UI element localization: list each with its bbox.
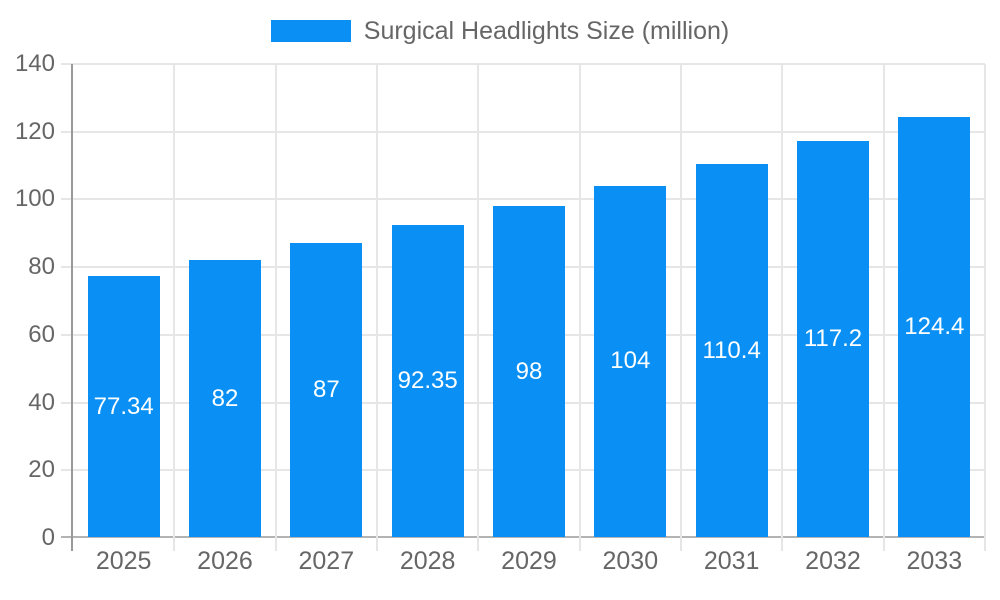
bar: 82 [189, 260, 261, 537]
bar: 92.35 [391, 225, 464, 537]
legend-label: Surgical Headlights Size (million) [363, 17, 730, 45]
y-axis-tick-label: 20 [28, 456, 55, 484]
gridline-vertical [984, 64, 986, 551]
x-axis-tick-label: 2025 [95, 547, 152, 575]
bar: 77.34 [87, 276, 160, 537]
gridline-vertical [173, 64, 176, 551]
gridline-vertical [477, 64, 480, 551]
bar: 117.2 [797, 141, 869, 537]
y-axis-tick-label: 100 [14, 185, 55, 213]
gridline-horizontal [61, 130, 985, 133]
y-axis-tick-label: 60 [28, 320, 55, 348]
x-axis-tick-label: 2027 [298, 547, 355, 575]
bar-value-label: 98 [515, 357, 543, 385]
y-axis-tick-label: 120 [14, 117, 55, 145]
bar-value-label: 87 [312, 376, 340, 404]
gridline-vertical [578, 64, 581, 551]
bar-value-label: 104 [610, 347, 651, 375]
x-axis-tick-label: 2032 [805, 547, 861, 575]
bar: 98 [493, 206, 565, 537]
y-axis-tick-label: 140 [14, 50, 55, 77]
gridline-horizontal [61, 63, 985, 65]
x-axis-tick-label: 2031 [703, 547, 760, 575]
bar-value-label: 92.35 [397, 367, 458, 395]
bar-value-label: 82 [211, 384, 239, 412]
y-axis-line [71, 64, 73, 551]
gridline-vertical [882, 64, 885, 551]
gridline-vertical [781, 64, 784, 551]
y-axis-tick-label: 80 [28, 253, 55, 281]
x-axis-tick-label: 2030 [602, 547, 659, 575]
y-axis-tick-label: 40 [28, 388, 55, 416]
bar-value-label: 77.34 [93, 392, 154, 420]
bar: 110.4 [695, 164, 768, 537]
x-axis-tick-label: 2029 [501, 547, 557, 575]
bar: 104 [594, 185, 667, 537]
x-axis-tick-label: 2033 [906, 547, 963, 575]
gridline-vertical [376, 64, 378, 551]
x-axis-tick-label: 2028 [399, 547, 456, 575]
x-axis-tick-label: 2026 [197, 547, 253, 575]
y-axis-tick-label: 0 [41, 524, 55, 551]
gridline-vertical [680, 64, 682, 551]
bar: 87 [290, 243, 363, 537]
bar-value-label: 117.2 [803, 325, 863, 353]
gridline-vertical [274, 64, 277, 551]
legend-swatch-icon [270, 20, 351, 42]
bar: 124.4 [898, 116, 971, 537]
bar-value-label: 124.4 [904, 312, 965, 340]
bar-value-label: 110.4 [702, 336, 761, 364]
legend[interactable]: Surgical Headlights Size (million) [0, 16, 1000, 46]
